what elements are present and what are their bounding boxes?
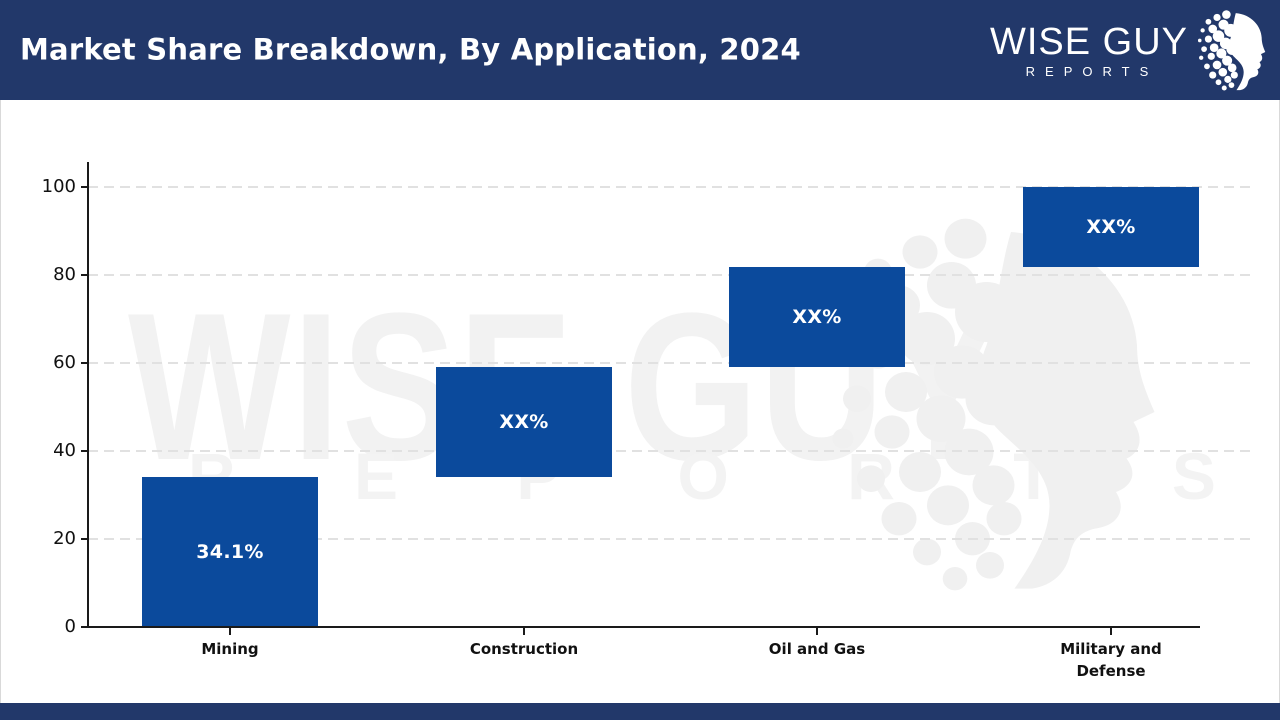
y-tick-label-20: 20 xyxy=(53,528,76,549)
gridline-60 xyxy=(88,362,1255,364)
bar-construction: XX% xyxy=(436,366,612,477)
y-tick-label-0: 0 xyxy=(64,616,76,637)
footer-bar xyxy=(0,703,1280,720)
x-category-label: Oil and Gas xyxy=(768,640,866,658)
x-axis-tick-3 xyxy=(1110,628,1112,635)
bar-mining: 34.1% xyxy=(142,476,318,627)
x-axis-tick-2 xyxy=(816,628,818,635)
logo-text: WISE GUY REPORTS xyxy=(990,22,1188,79)
x-axis-line xyxy=(87,626,1200,628)
logo-head-icon xyxy=(1197,10,1266,91)
y-tick-label-100: 100 xyxy=(41,176,76,197)
x-axis-tick-1 xyxy=(523,628,525,635)
bar-value-label: XX% xyxy=(1086,216,1136,239)
bar-value-label: 34.1% xyxy=(196,540,264,563)
page-title: Market Share Breakdown, By Application, … xyxy=(20,32,801,67)
bar-oil-and-gas: XX% xyxy=(729,267,905,367)
y-axis-tick-80 xyxy=(81,274,88,276)
y-axis-tick-100 xyxy=(81,186,88,188)
gridline-100 xyxy=(88,186,1255,188)
bar-value-label: XX% xyxy=(499,410,549,433)
x-axis-tick-0 xyxy=(229,628,231,635)
y-axis-tick-20 xyxy=(81,538,88,540)
bar-value-label: XX% xyxy=(792,305,842,328)
y-tick-label-40: 40 xyxy=(53,440,76,461)
logo-tagline: REPORTS xyxy=(1025,64,1159,79)
y-axis-tick-40 xyxy=(81,450,88,452)
y-axis-tick-60 xyxy=(81,362,88,364)
x-category-label: Military and Defense xyxy=(1060,640,1162,680)
y-axis-tick-0 xyxy=(81,626,88,628)
y-tick-label-60: 60 xyxy=(53,352,76,373)
wiseguy-logo: WISE GUY REPORTS xyxy=(990,6,1266,96)
watermark-head-icon xyxy=(827,218,1155,591)
x-category-label: Mining xyxy=(201,640,259,658)
bar-military-and-defense: XX% xyxy=(1023,187,1199,268)
y-tick-label-80: 80 xyxy=(53,264,76,285)
header-bar: Market Share Breakdown, By Application, … xyxy=(0,0,1280,100)
gridline-20 xyxy=(88,538,1255,540)
gridline-40 xyxy=(88,450,1255,452)
gridline-80 xyxy=(88,274,1255,276)
y-axis-line xyxy=(87,162,89,628)
x-category-label: Construction xyxy=(469,640,579,658)
logo-name: WISE GUY xyxy=(989,21,1188,63)
